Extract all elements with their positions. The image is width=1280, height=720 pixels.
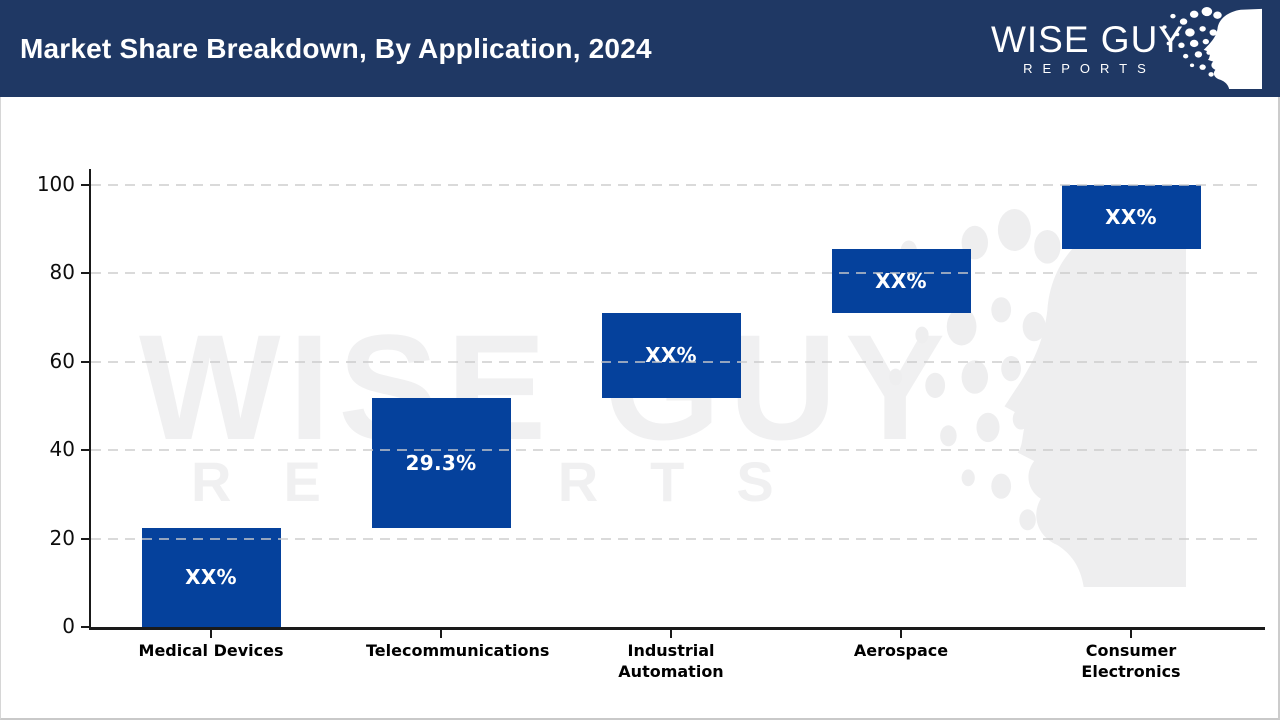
x-tick-mark [210, 630, 212, 638]
gridline [91, 537, 1261, 540]
bar: XX% [141, 527, 281, 627]
bar-value-label: XX% [645, 343, 697, 368]
logo-wordmark-line1: WISE GUY [990, 19, 1184, 61]
x-axis-line [89, 627, 1265, 630]
y-tick-label: 40 [49, 437, 75, 462]
bar: XX% [831, 248, 971, 313]
header-bar: Market Share Breakdown, By Application, … [0, 0, 1280, 97]
watermark-text-line1: WISE GUY [139, 303, 953, 471]
x-tick-mark [1130, 630, 1132, 638]
y-tick-mark [81, 184, 90, 186]
y-tick-label: 60 [49, 348, 75, 373]
gridline [91, 184, 1261, 186]
category-label: Medical Devices [138, 641, 284, 660]
gridline [91, 360, 1261, 363]
y-tick-label: 100 [36, 172, 75, 197]
gridline [91, 272, 1261, 275]
bar: 29.3% [371, 398, 511, 528]
logo-wordmark-line2: REPORTS [1023, 60, 1156, 76]
x-tick-mark [900, 630, 902, 638]
y-axis-line [89, 169, 91, 630]
wise-guy-reports-logo: WISE GUY REPORTS [990, 6, 1262, 89]
y-tick-label: 20 [49, 525, 75, 550]
bar: XX% [601, 312, 741, 399]
category-label: Aerospace [853, 641, 949, 660]
chart-canvas: WISE GUY REPORTS 020406080100XX%Medical … [0, 97, 1280, 720]
category-label: Industrial Automation [618, 641, 724, 681]
bar: XX% [1061, 185, 1201, 249]
bar-value-label: 29.3% [405, 450, 477, 475]
y-tick-mark [81, 449, 90, 452]
x-tick-mark [440, 630, 442, 638]
y-tick-label: 80 [49, 260, 75, 285]
category-label: Telecommunications [366, 641, 550, 660]
y-tick-mark [81, 360, 90, 363]
x-tick-mark [670, 630, 672, 638]
gridline [91, 449, 1261, 452]
y-tick-mark [81, 272, 90, 275]
category-label: Consumer Electronics [1081, 641, 1181, 681]
y-tick-mark [81, 626, 90, 628]
y-tick-label: 0 [62, 614, 75, 639]
bar-value-label: XX% [1105, 204, 1157, 229]
logo-wordmark: WISE GUY REPORTS [990, 19, 1184, 76]
y-tick-mark [81, 537, 90, 540]
bar-value-label: XX% [185, 565, 237, 590]
dotted-head-icon [1162, 6, 1262, 89]
chart-title: Market Share Breakdown, By Application, … [20, 32, 652, 64]
